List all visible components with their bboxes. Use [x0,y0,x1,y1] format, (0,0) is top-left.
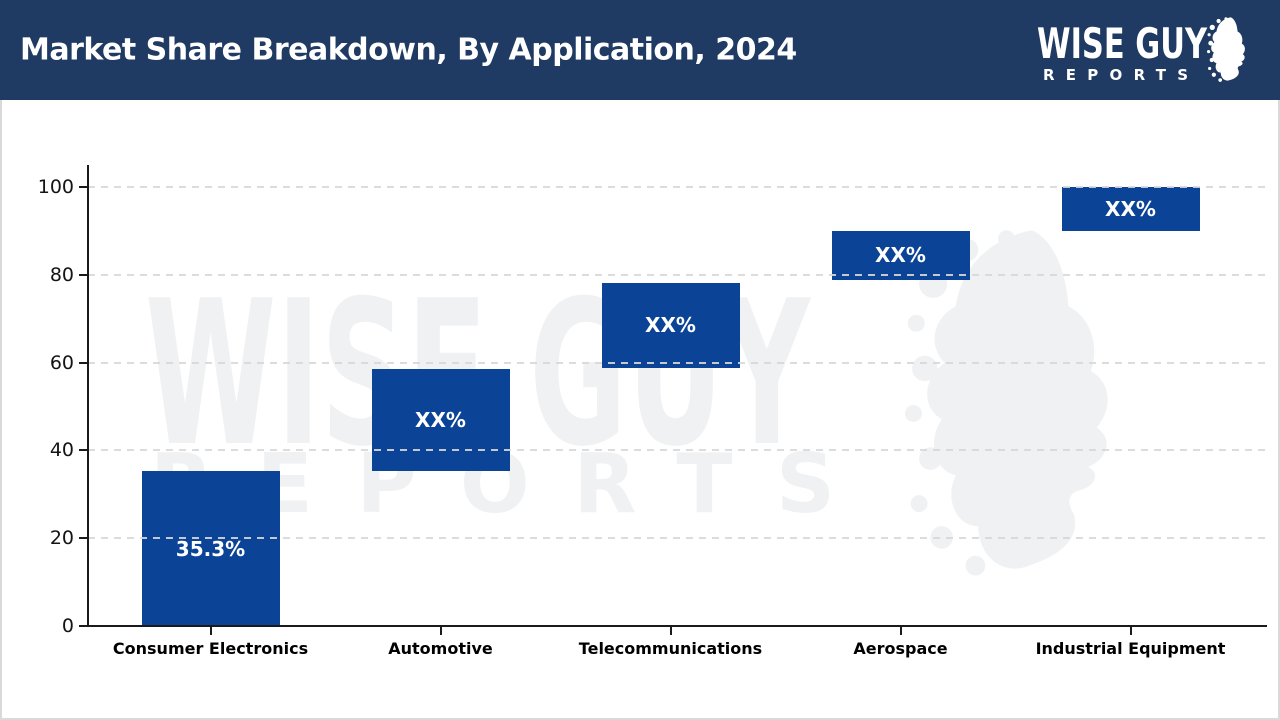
logo-text-wiseguy: WISE GUY [1037,19,1207,68]
bar-aerospace: XX% [831,230,970,281]
bar-value-label: XX% [415,408,466,433]
gridline-20 [88,537,1266,540]
y-tick-mark [79,273,87,276]
x-axis-label-automotive: Automotive [388,639,493,658]
x-tick-mark [1129,627,1132,635]
plot-area: 0 20 40 60 80 100 35.3% Consumer Electronics XX%… [0,100,1280,720]
x-axis-label-telecommunications: Telecommunications [578,639,763,658]
x-axis-label-consumer-electronics: Consumer Electronics [112,639,309,658]
bar-value-label: XX% [645,313,696,338]
y-tick-label: 0 [61,615,74,637]
y-axis-line [87,165,89,626]
y-tick-label: 40 [49,439,74,462]
x-tick-mark [669,627,672,635]
x-axis-label-aerospace: Aerospace [853,639,948,658]
gridline-40 [88,449,1266,452]
y-tick-mark [79,449,87,452]
chart-title: Market Share Breakdown, By Application, … [20,32,797,68]
bar-value-label: 35.3% [175,536,246,561]
x-axis-line [87,625,1267,627]
bar-value-label: XX% [1105,196,1156,221]
y-tick-label: 20 [49,527,74,550]
y-tick-mark [79,625,87,627]
bar-telecommunications: XX% [601,282,740,368]
logo-text-reports: REPORTS [1043,66,1188,84]
y-tick-label: 60 [49,351,74,374]
bar-value-label: XX% [875,243,926,268]
gridline-100 [88,186,1266,188]
x-tick-mark [209,627,212,635]
x-tick-mark [439,627,442,635]
chart-area: WISE GUY REPORTS 02040608010035.3%Consum… [0,100,1280,720]
bar-consumer-electronics: 35.3% [141,471,280,626]
header-bar: Market Share Breakdown, By Application, … [0,0,1280,100]
y-tick-mark [79,361,87,364]
y-tick-mark [79,186,87,188]
bar-industrial-equipment: XX% [1061,187,1200,231]
gridline-80 [88,273,1266,276]
x-tick-mark [899,627,902,635]
gridline-60 [88,361,1266,364]
y-tick-mark [79,537,87,540]
y-tick-label: 100 [37,176,74,198]
y-tick-label: 80 [49,263,74,286]
bar-automotive: XX% [371,369,510,472]
x-axis-label-industrial-equipment: Industrial Equipment [1035,639,1226,658]
logo-face-icon [1207,17,1245,82]
wiseguy-logo: WISE GUY REPORTS [1037,17,1245,84]
